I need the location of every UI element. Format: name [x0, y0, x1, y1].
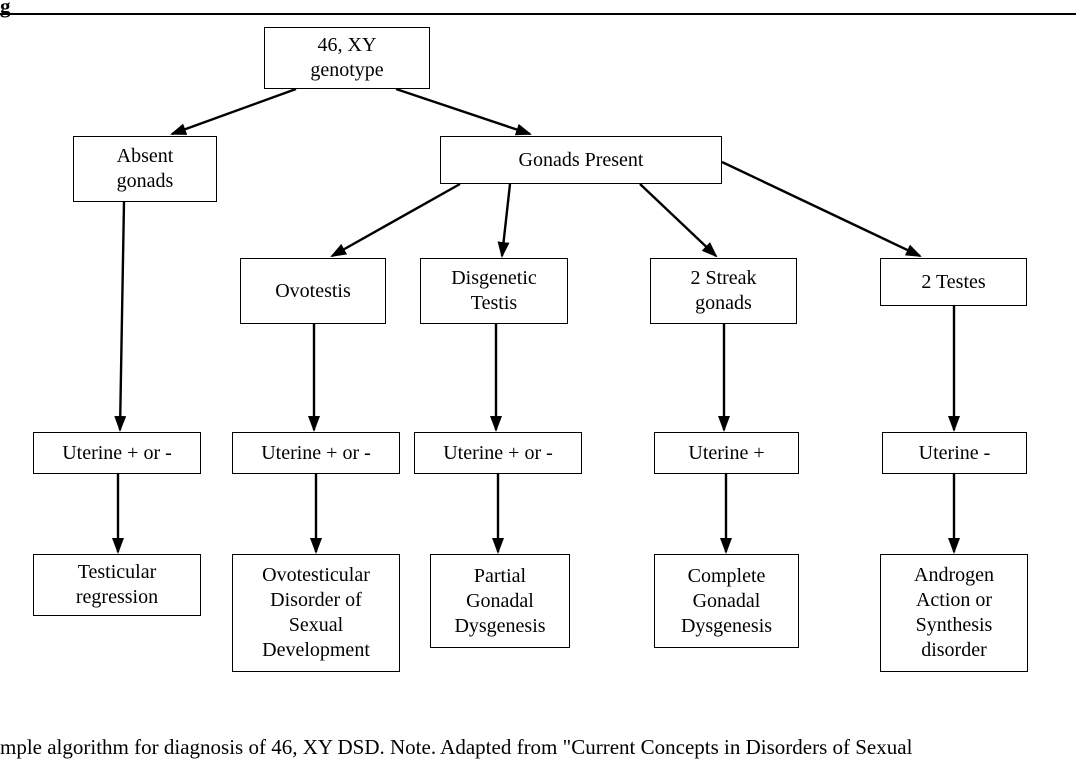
node-disgenetic: DisgeneticTestis: [420, 258, 568, 324]
node-u4: Uterine +: [654, 432, 799, 474]
node-root-label: 46, XYgenotype: [310, 33, 383, 83]
node-d3-label: PartialGonadalDysgenesis: [454, 564, 545, 639]
node-u1: Uterine + or -: [33, 432, 201, 474]
node-u3-label: Uterine + or -: [443, 441, 553, 466]
node-u2: Uterine + or -: [232, 432, 400, 474]
node-d1: Testicularregression: [33, 554, 201, 616]
node-d4-label: CompleteGonadalDysgenesis: [681, 564, 772, 639]
node-u2-label: Uterine + or -: [261, 441, 371, 466]
node-u4-label: Uterine +: [688, 441, 764, 466]
node-absent-label: Absentgonads: [117, 144, 174, 194]
node-testes-label: 2 Testes: [921, 270, 985, 295]
node-streak-label: 2 Streakgonads: [690, 266, 756, 316]
figure-frame-top: [0, 13, 1076, 15]
node-testes: 2 Testes: [880, 258, 1027, 306]
node-d5-label: AndrogenAction orSynthesisdisorder: [914, 563, 994, 663]
node-d2: OvotesticularDisorder ofSexualDevelopmen…: [232, 554, 400, 672]
node-absent: Absentgonads: [73, 136, 217, 202]
figure-caption: mple algorithm for diagnosis of 46, XY D…: [0, 735, 912, 760]
node-d4: CompleteGonadalDysgenesis: [654, 554, 799, 648]
node-streak: 2 Streakgonads: [650, 258, 797, 324]
node-present-label: Gonads Present: [519, 148, 644, 173]
node-u3: Uterine + or -: [414, 432, 582, 474]
node-ovotestis-label: Ovotestis: [275, 279, 351, 304]
node-disgenetic-label: DisgeneticTestis: [451, 266, 537, 316]
figure-label: g: [0, 0, 11, 19]
node-present: Gonads Present: [440, 136, 722, 184]
node-d3: PartialGonadalDysgenesis: [430, 554, 570, 648]
node-ovotestis: Ovotestis: [240, 258, 386, 324]
node-u1-label: Uterine + or -: [62, 441, 172, 466]
node-root: 46, XYgenotype: [264, 27, 430, 89]
node-u5: Uterine -: [882, 432, 1027, 474]
node-u5-label: Uterine -: [919, 441, 991, 466]
node-d5: AndrogenAction orSynthesisdisorder: [880, 554, 1028, 672]
node-d1-label: Testicularregression: [76, 560, 158, 610]
node-d2-label: OvotesticularDisorder ofSexualDevelopmen…: [262, 563, 370, 663]
